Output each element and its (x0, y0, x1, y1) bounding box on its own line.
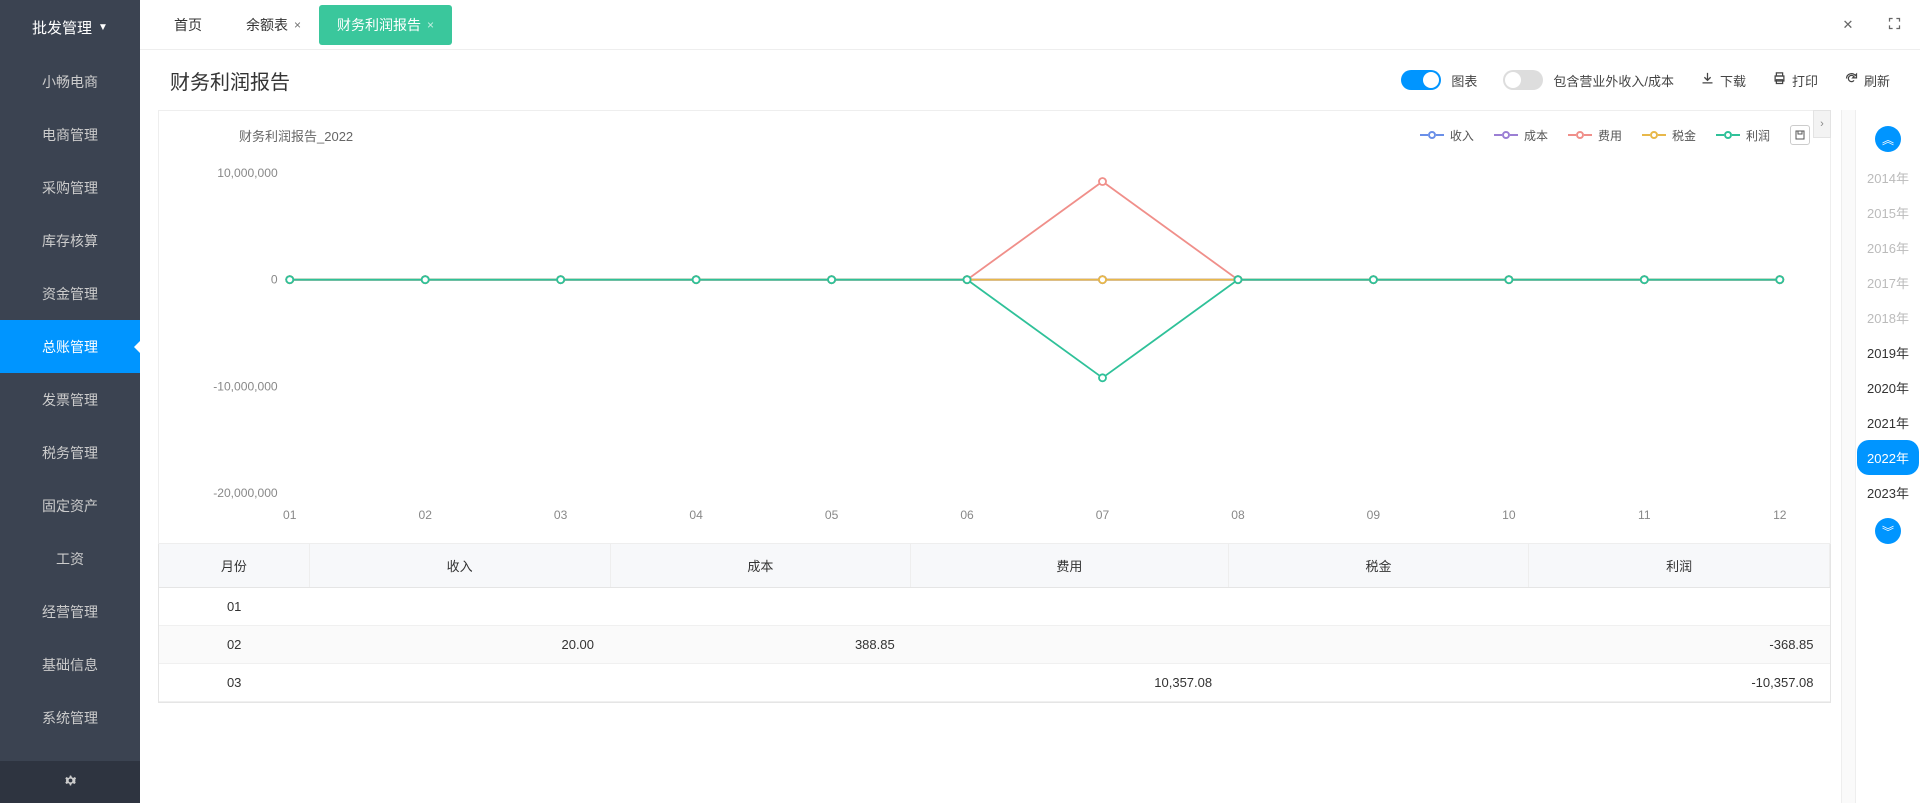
year-item-2016年[interactable]: 2016年 (1857, 230, 1919, 265)
svg-text:08: 08 (1231, 508, 1245, 522)
sidebar-item-10[interactable]: 经营管理 (0, 585, 140, 638)
chevron-up-icon: ︽ (1882, 131, 1894, 148)
toggle-chart-label: 图表 (1451, 71, 1477, 90)
sidebar-settings[interactable] (0, 761, 140, 803)
svg-text:01: 01 (283, 508, 297, 522)
svg-text:09: 09 (1367, 508, 1381, 522)
year-rail: ︽ 2014年2015年2016年2017年2018年2019年2020年202… (1855, 110, 1920, 803)
sidebar-header[interactable]: 批发管理 ▼ (0, 0, 140, 55)
svg-text:04: 04 (689, 508, 703, 522)
table-row: 0310,357.08-10,357.08 (159, 664, 1830, 702)
year-item-2019年[interactable]: 2019年 (1857, 335, 1919, 370)
legend-item-1[interactable]: 成本 (1494, 127, 1548, 144)
refresh-button[interactable]: 刷新 (1844, 71, 1890, 90)
svg-text:0: 0 (271, 273, 278, 287)
print-button[interactable]: 打印 (1772, 71, 1818, 90)
chart-card: › 财务利润报告_2022 收入 成本 费用 税金 利润 -20,000,000 -10,… (158, 110, 1831, 544)
svg-text:06: 06 (960, 508, 974, 522)
toggle-extra-income[interactable] (1503, 70, 1543, 90)
year-item-2017年[interactable]: 2017年 (1857, 265, 1919, 300)
table-row: 01 (159, 588, 1830, 626)
line-chart: -20,000,000 -10,000,000 0 10,000,000 01 02 03 0… (179, 153, 1810, 533)
year-scroll-down[interactable]: ︾ (1875, 518, 1901, 544)
toggle-extra-label: 包含营业外收入/成本 (1553, 71, 1674, 90)
year-item-2020年[interactable]: 2020年 (1857, 370, 1919, 405)
svg-text:10: 10 (1502, 508, 1516, 522)
svg-text:07: 07 (1096, 508, 1110, 522)
toggle-chart[interactable] (1401, 70, 1441, 90)
sidebar-item-12[interactable]: 系统管理 (0, 691, 140, 744)
chart-legend: 收入 成本 费用 税金 利润 (1420, 125, 1810, 145)
col-header-0: 月份 (159, 544, 309, 588)
svg-text:02: 02 (418, 508, 432, 522)
col-header-2: 成本 (610, 544, 911, 588)
year-scroll-up[interactable]: ︽ (1875, 126, 1901, 152)
sidebar-item-6[interactable]: 发票管理 (0, 373, 140, 426)
legend-item-0[interactable]: 收入 (1420, 127, 1474, 144)
svg-text:10,000,000: 10,000,000 (217, 166, 278, 180)
chevron-right-icon: › (1820, 118, 1824, 130)
data-table: 月份收入成本费用税金利润 010220.00388.85-368.850310,… (158, 544, 1831, 703)
svg-text:12: 12 (1773, 508, 1787, 522)
year-item-2022年[interactable]: 2022年 (1857, 440, 1919, 475)
tab-home[interactable]: 首页 (152, 5, 224, 45)
caret-down-icon: ▼ (98, 22, 108, 33)
col-header-3: 费用 (911, 544, 1228, 588)
year-item-2018年[interactable]: 2018年 (1857, 300, 1919, 335)
year-item-2014年[interactable]: 2014年 (1857, 160, 1919, 195)
download-icon (1700, 71, 1715, 89)
fullscreen-button[interactable] (1880, 11, 1908, 39)
sidebar-item-8[interactable]: 固定资产 (0, 479, 140, 532)
sidebar-item-4[interactable]: 资金管理 (0, 267, 140, 320)
sidebar: 批发管理 ▼ 小畅电商电商管理采购管理库存核算资金管理总账管理发票管理税务管理固… (0, 0, 140, 803)
col-header-1: 收入 (309, 544, 610, 588)
sidebar-item-3[interactable]: 库存核算 (0, 214, 140, 267)
tabs-close-button[interactable]: ✕ (1834, 11, 1862, 39)
sidebar-header-label: 批发管理 (32, 17, 92, 38)
tab-1[interactable]: 财务利润报告× (319, 5, 452, 45)
year-item-2023年[interactable]: 2023年 (1857, 475, 1919, 510)
svg-text:-20,000,000: -20,000,000 (213, 486, 278, 500)
chart-title: 财务利润报告_2022 (239, 126, 353, 145)
legend-item-4[interactable]: 利润 (1716, 127, 1770, 144)
page-header: 财务利润报告 图表 包含营业外收入/成本 下载 打印 (140, 50, 1920, 110)
sidebar-item-7[interactable]: 税务管理 (0, 426, 140, 479)
close-icon[interactable]: × (427, 18, 434, 32)
col-header-4: 税金 (1228, 544, 1529, 588)
sidebar-item-9[interactable]: 工资 (0, 532, 140, 585)
col-header-5: 利润 (1529, 544, 1830, 588)
sidebar-item-1[interactable]: 电商管理 (0, 108, 140, 161)
close-icon: ✕ (1843, 17, 1854, 33)
svg-text:03: 03 (554, 508, 568, 522)
refresh-icon (1844, 71, 1859, 89)
sidebar-item-5[interactable]: 总账管理 (0, 320, 140, 373)
year-item-2015年[interactable]: 2015年 (1857, 195, 1919, 230)
sidebar-item-2[interactable]: 采购管理 (0, 161, 140, 214)
print-icon (1772, 71, 1787, 89)
tabs-bar: 首页 余额表×财务利润报告× ✕ (140, 0, 1920, 50)
expand-icon (1887, 16, 1902, 34)
page-title: 财务利润报告 (170, 66, 290, 95)
legend-item-3[interactable]: 税金 (1642, 127, 1696, 144)
legend-item-2[interactable]: 费用 (1568, 127, 1622, 144)
chart-collapse-button[interactable]: › (1813, 110, 1831, 138)
sidebar-item-0[interactable]: 小畅电商 (0, 55, 140, 108)
svg-text:05: 05 (825, 508, 839, 522)
scrollbar[interactable] (1841, 110, 1855, 803)
download-button[interactable]: 下载 (1700, 71, 1746, 90)
svg-text:11: 11 (1638, 508, 1651, 522)
year-item-2021年[interactable]: 2021年 (1857, 405, 1919, 440)
svg-text:-10,000,000: -10,000,000 (213, 379, 278, 393)
chart-save-button[interactable] (1790, 125, 1810, 145)
sidebar-item-11[interactable]: 基础信息 (0, 638, 140, 691)
tab-0[interactable]: 余额表× (228, 5, 319, 45)
chevron-down-icon: ︾ (1882, 523, 1894, 540)
table-row: 0220.00388.85-368.85 (159, 626, 1830, 664)
gear-icon (63, 773, 78, 791)
close-icon[interactable]: × (294, 18, 301, 32)
